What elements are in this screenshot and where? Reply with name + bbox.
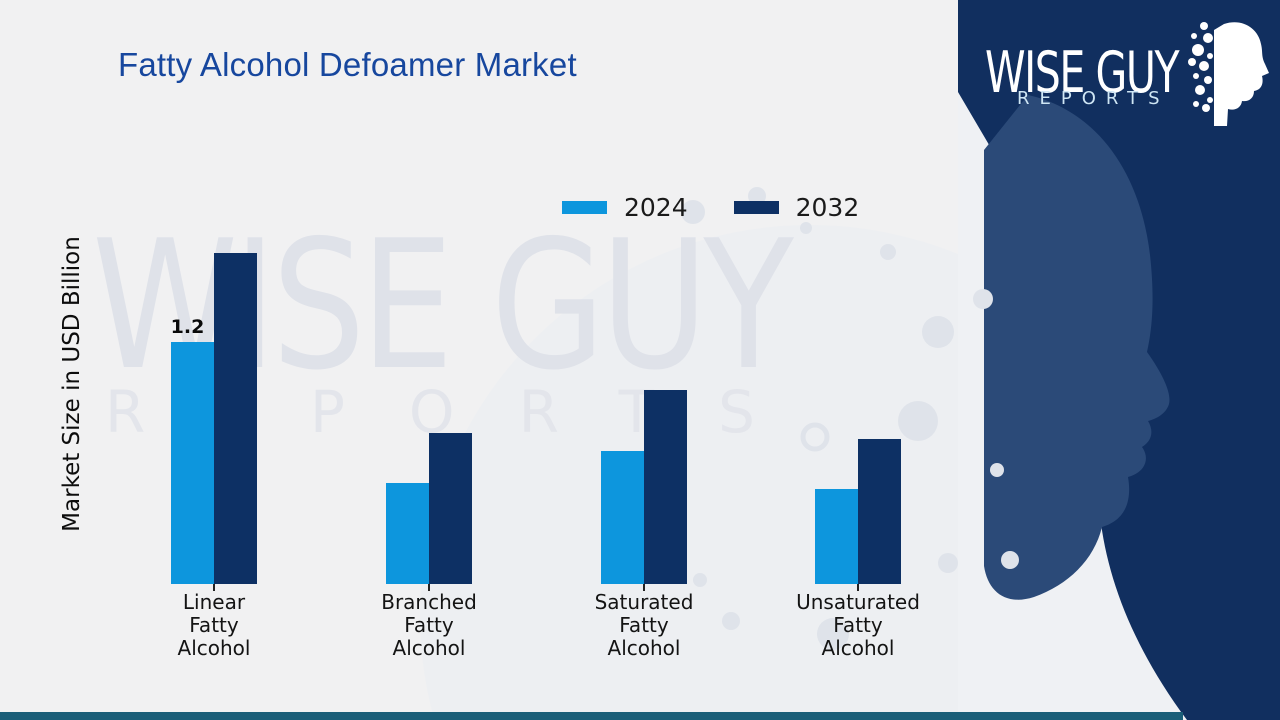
axis-tick xyxy=(213,584,215,591)
bar-2024-unsaturated-fatty-alcohol xyxy=(815,489,858,584)
category-label-linear-fatty-alcohol: Linear Fatty Alcohol xyxy=(177,590,251,660)
bar-2032-branched-fatty-alcohol xyxy=(429,433,472,584)
legend-item-2032: 2032 xyxy=(733,193,860,222)
value-label-2024: 1.2 xyxy=(170,316,205,338)
bar-2024-linear-fatty-alcohol xyxy=(171,342,214,584)
brand-logo-wordmark: WISE GUY xyxy=(985,40,1180,106)
legend-swatch-2024 xyxy=(562,201,607,214)
category-label-saturated-fatty-alcohol: Saturated Fatty Alcohol xyxy=(594,590,694,660)
legend: 2024 2032 xyxy=(562,193,859,222)
legend-item-2024: 2024 xyxy=(562,193,688,222)
category-label-branched-fatty-alcohol: Branched Fatty Alcohol xyxy=(381,590,477,660)
watermark-ring xyxy=(800,422,830,452)
bar-2024-saturated-fatty-alcohol xyxy=(601,451,644,584)
axis-tick xyxy=(643,584,645,591)
bar-2032-linear-fatty-alcohol xyxy=(214,253,257,584)
axis-tick xyxy=(857,584,859,591)
legend-label-2032: 2032 xyxy=(795,193,860,222)
category-label-unsaturated-fatty-alcohol: Unsaturated Fatty Alcohol xyxy=(796,590,920,660)
brand-face-icon xyxy=(1188,22,1269,127)
y-axis-label: Market Size in USD Billion xyxy=(59,236,85,532)
legend-swatch-2032 xyxy=(733,201,779,214)
axis-tick xyxy=(428,584,430,591)
bar-2032-saturated-fatty-alcohol xyxy=(644,390,687,584)
face-silhouette xyxy=(984,95,1170,600)
bar-2032-unsaturated-fatty-alcohol xyxy=(858,439,901,584)
bar-2024-branched-fatty-alcohol xyxy=(386,483,429,584)
chart-title: Fatty Alcohol Defoamer Market xyxy=(118,46,577,83)
legend-label-2024: 2024 xyxy=(624,193,688,222)
bottom-accent-bar xyxy=(0,712,1183,720)
brand-logo-subtext: REPORTS xyxy=(1017,88,1170,109)
